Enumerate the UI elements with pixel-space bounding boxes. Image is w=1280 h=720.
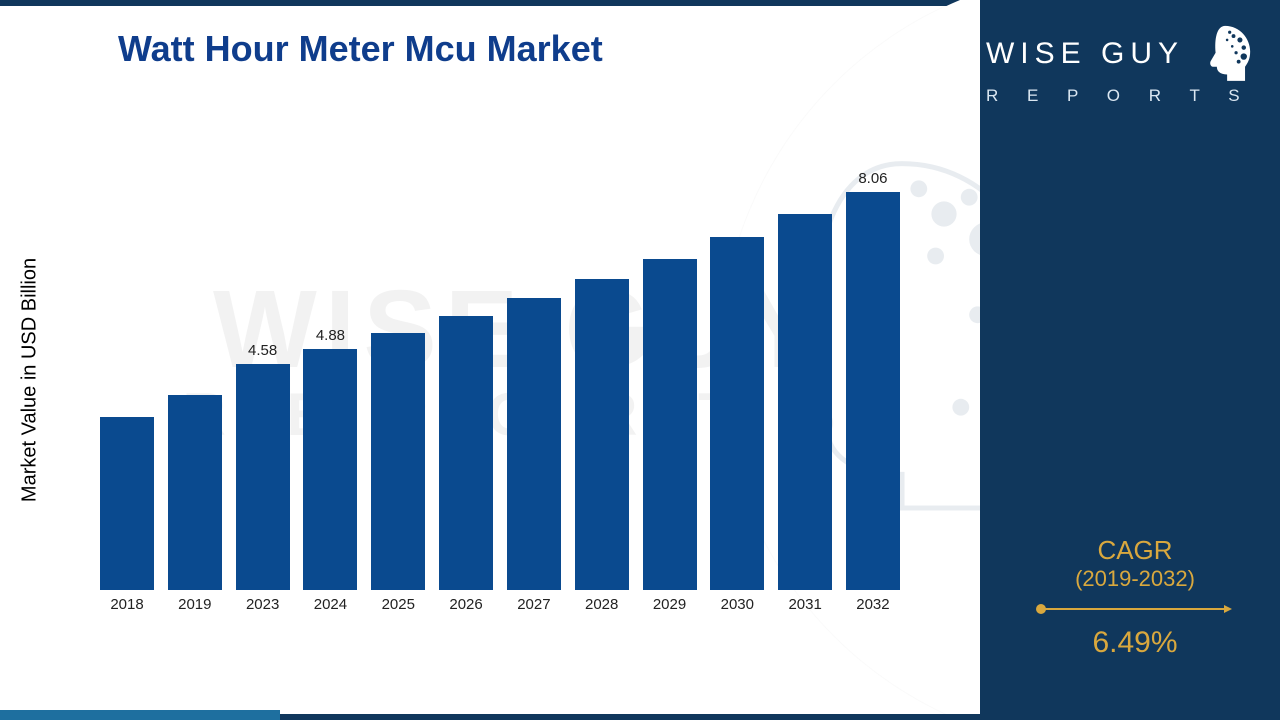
bar [778,214,832,590]
y-axis-label: Market Value in USD Billion [19,258,42,502]
bar-slot [168,373,222,590]
bar-value-label: 4.88 [316,327,345,345]
bar-value-label: 8.06 [858,170,887,188]
logo-text-main: WISE GUY [986,37,1184,71]
x-tick-label: 2026 [439,596,493,613]
x-tick-label: 2032 [846,596,900,613]
bar [168,395,222,590]
brand-logo: WISE GUY R E P O R T S [986,22,1254,106]
cagr-label: CAGR [1030,535,1240,566]
x-tick-label: 2024 [303,596,357,613]
x-tick-label: 2030 [710,596,764,613]
bar [439,316,493,590]
bar-slot: 8.06 [846,170,900,590]
bar-slot [778,192,832,590]
bar [303,349,357,590]
bar [575,279,629,590]
report-graphic: WISE GUY R E P O R T S WISE GUY [0,0,1280,720]
bar-slot [100,395,154,590]
bar-slot [507,276,561,590]
x-tick-label: 2028 [575,596,629,613]
bar-slot: 4.58 [236,342,290,590]
cagr-separator [1040,608,1230,610]
bar-slot [371,311,425,590]
bar-value-label: 4.58 [248,342,277,360]
x-tick-label: 2018 [100,596,154,613]
bars-container: 4.58 4.88 8.06 [100,170,900,590]
bar [846,192,900,590]
x-tick-label: 2025 [371,596,425,613]
bar [507,298,561,590]
bar-slot [439,294,493,590]
x-tick-label: 2023 [236,596,290,613]
x-tick-label: 2019 [168,596,222,613]
logo-head-icon [1190,22,1254,86]
x-tick-label: 2031 [778,596,832,613]
x-tick-label: 2027 [507,596,561,613]
x-tick-label: 2029 [643,596,697,613]
cagr-years: (2019-2032) [1030,566,1240,592]
bar [710,237,764,590]
chart-title: Watt Hour Meter Mcu Market [118,28,603,70]
bar [236,364,290,590]
x-axis-ticks: 2018 2019 2023 2024 2025 2026 2027 2028 2029 2030… [100,596,900,613]
bar-slot: 4.88 [303,327,357,590]
frame-border-bottom-accent [0,710,280,720]
logo-text-sub: R E P O R T S [986,86,1254,106]
bar [100,417,154,590]
cagr-value: 6.49% [1030,626,1240,660]
bar-chart: Market Value in USD Billion 4.584.888.06 [70,170,900,590]
cagr-block: CAGR (2019-2032) 6.49% [1030,535,1240,660]
bar [371,333,425,590]
bar-slot [575,257,629,590]
bar-slot [643,237,697,590]
bar-slot [710,215,764,590]
bar [643,259,697,590]
